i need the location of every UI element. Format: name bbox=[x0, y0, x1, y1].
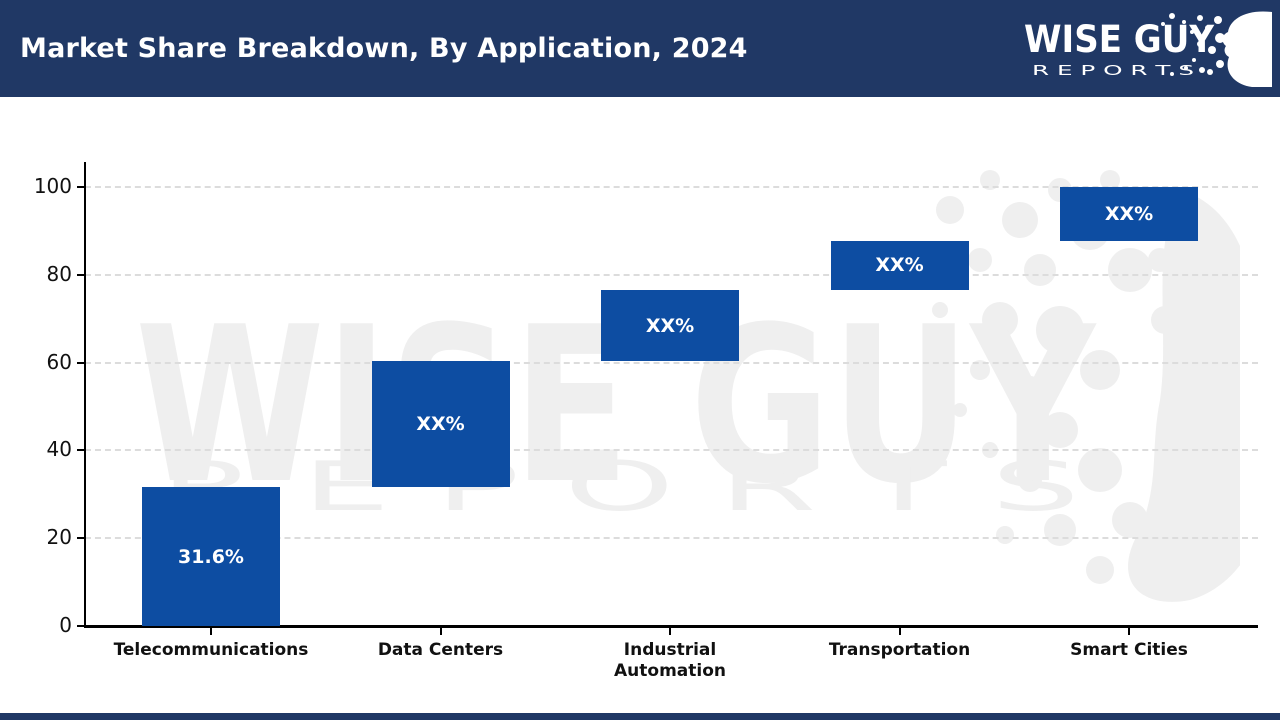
x-category-label: Industrial Automation bbox=[614, 640, 726, 682]
grid-line bbox=[85, 273, 1258, 276]
watermark-subtext: R E P O R T S bbox=[160, 448, 1080, 527]
x-category-label: Telecommunications bbox=[113, 640, 309, 660]
y-axis-tick bbox=[77, 537, 85, 540]
y-tick-label: 0 bbox=[59, 613, 72, 637]
x-axis-tick bbox=[669, 627, 671, 635]
x-category-label: Smart Cities bbox=[1070, 640, 1188, 660]
logo-subtext: R E P O R T S bbox=[1032, 64, 1194, 79]
bar-value-label: XX% bbox=[1104, 202, 1154, 225]
wise-guy-reports-logo: WISE GUY R E P O R T S bbox=[1024, 11, 1272, 88]
x-axis-tick bbox=[898, 627, 901, 635]
x-axis-tick bbox=[210, 627, 212, 635]
y-tick-label: 20 bbox=[46, 525, 72, 550]
watermark-face-dots bbox=[932, 170, 1240, 602]
y-axis-tick bbox=[77, 273, 85, 276]
grid-line bbox=[85, 537, 1258, 540]
y-axis-line bbox=[84, 162, 86, 627]
logo-wordmark: WISE GUY bbox=[1024, 18, 1215, 61]
logo-face-icon bbox=[1161, 11, 1272, 88]
y-axis-tick bbox=[77, 449, 85, 452]
grid-line bbox=[85, 361, 1258, 364]
x-category-label: Data Centers bbox=[377, 640, 504, 660]
x-axis-line bbox=[84, 625, 1258, 628]
y-axis-tick bbox=[77, 625, 85, 627]
x-axis-tick bbox=[1128, 627, 1130, 635]
bar-segment: XX% bbox=[830, 240, 969, 291]
bar-value-label: XX% bbox=[645, 314, 695, 337]
bar-value-label: XX% bbox=[875, 254, 924, 277]
y-tick-label: 60 bbox=[46, 349, 72, 374]
bar-segment: 31.6% bbox=[142, 487, 280, 626]
grid-line bbox=[85, 449, 1258, 452]
footer-bar bbox=[0, 713, 1280, 720]
bar-value-label: XX% bbox=[416, 413, 465, 436]
y-tick-label: 40 bbox=[46, 437, 72, 462]
y-axis-tick bbox=[77, 361, 85, 364]
bar-segment: XX% bbox=[601, 290, 739, 362]
bar-value-label: 31.6% bbox=[178, 545, 244, 568]
bar-segment: XX% bbox=[371, 361, 510, 488]
header-bar: Market Share Breakdown, By Application, … bbox=[0, 0, 1280, 97]
y-tick-label: 100 bbox=[33, 174, 72, 198]
page-title: Market Share Breakdown, By Application, … bbox=[20, 33, 748, 64]
y-axis-tick bbox=[77, 186, 85, 188]
bar-segment: XX% bbox=[1060, 187, 1198, 241]
grid-line bbox=[85, 186, 1258, 188]
y-tick-label: 80 bbox=[46, 261, 72, 286]
x-category-label: Transportation bbox=[828, 640, 971, 660]
x-axis-tick bbox=[439, 627, 442, 635]
